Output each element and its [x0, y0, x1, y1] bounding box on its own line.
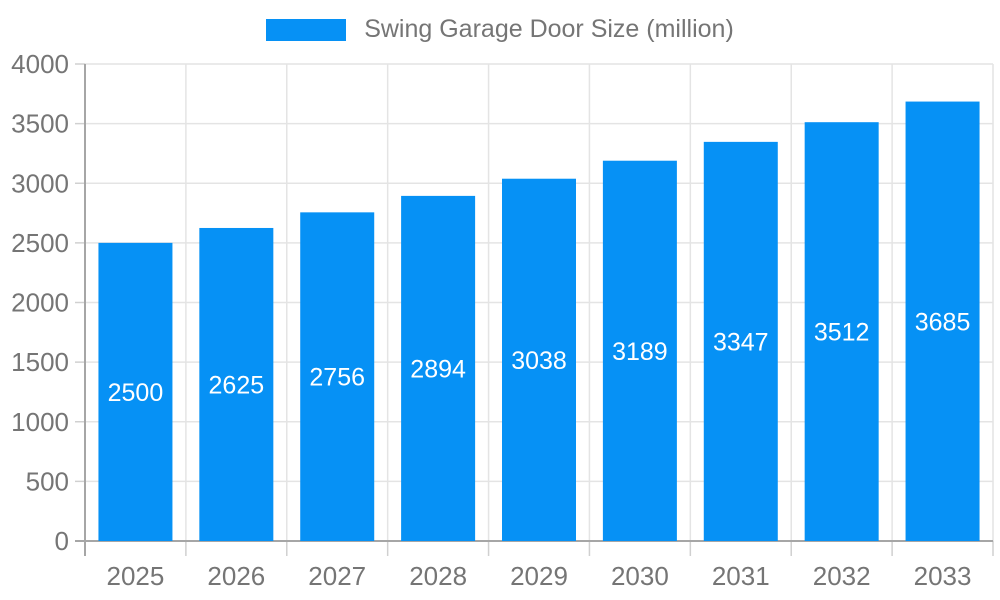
y-tick-label: 1500 — [11, 347, 69, 377]
legend[interactable]: Swing Garage Door Size (million) — [0, 17, 1000, 42]
x-tick-label: 2032 — [813, 561, 871, 591]
legend-label: Swing Garage Door Size (million) — [364, 15, 734, 43]
bar — [905, 101, 980, 541]
y-tick-label: 2000 — [11, 288, 69, 318]
bar — [703, 141, 778, 542]
x-tick-label: 2031 — [712, 561, 770, 591]
bar-value-label: 3685 — [915, 308, 971, 336]
y-tick-label: 4000 — [11, 49, 69, 79]
y-tick-label: 3000 — [11, 168, 69, 198]
y-tick-label: 500 — [26, 466, 69, 496]
bar — [300, 212, 375, 542]
legend-swatch-icon — [266, 18, 347, 41]
y-tick-label: 0 — [55, 526, 69, 556]
bar — [98, 242, 173, 541]
x-tick-label: 2033 — [914, 561, 972, 591]
bar-value-label: 2756 — [309, 364, 365, 392]
bar — [401, 195, 476, 541]
bar-value-label: 3347 — [713, 328, 769, 356]
bar-value-label: 3038 — [511, 347, 567, 375]
y-tick-label: 1000 — [11, 407, 69, 437]
bar-value-label: 2894 — [410, 355, 466, 383]
x-tick-label: 2025 — [107, 561, 165, 591]
bar — [804, 122, 879, 541]
y-tick-label: 2500 — [11, 228, 69, 258]
bar-value-label: 3512 — [814, 319, 870, 347]
bar-value-label: 2500 — [108, 379, 164, 407]
bar — [199, 227, 274, 541]
bar-value-label: 3189 — [612, 338, 668, 366]
x-tick-label: 2028 — [409, 561, 467, 591]
x-tick-label: 2027 — [308, 561, 366, 591]
bar-value-label: 2625 — [209, 371, 265, 399]
x-tick-label: 2029 — [510, 561, 568, 591]
x-tick-label: 2026 — [207, 561, 265, 591]
y-tick-label: 3500 — [11, 109, 69, 139]
bar — [502, 178, 576, 541]
x-tick-label: 2030 — [611, 561, 669, 591]
bar — [602, 160, 677, 542]
